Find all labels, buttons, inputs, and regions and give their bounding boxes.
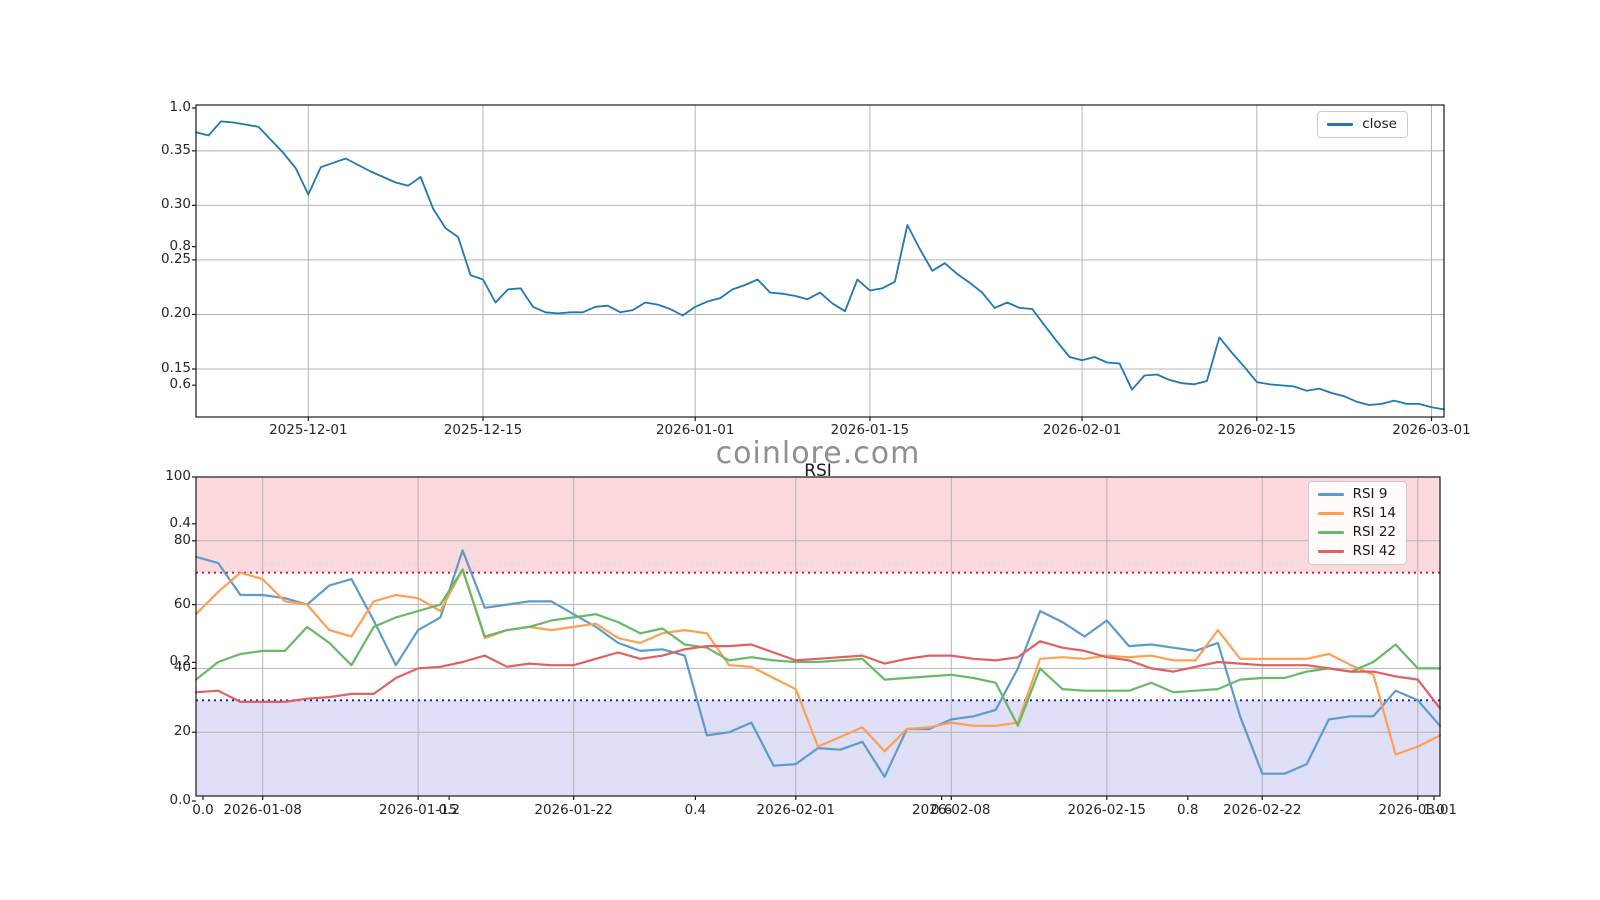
legend-line-swatch [1317, 550, 1344, 553]
rsi-panel-border [195, 476, 1441, 797]
close-line [195, 120, 1445, 411]
legend-line-swatch [1327, 123, 1354, 126]
rsi-legend: RSI 9 RSI 14 RSI 22 RSI 42 [1307, 481, 1407, 565]
legend-item: RSI 42 [1317, 543, 1396, 559]
price-legend: close [1317, 111, 1408, 138]
legend-item-label: RSI 14 [1352, 505, 1396, 521]
rsi-42-line [194, 640, 1442, 710]
legend-item: RSI 9 [1317, 486, 1396, 502]
legend-item: RSI 22 [1317, 524, 1396, 540]
legend-line-swatch [1317, 531, 1344, 534]
legend-line-swatch [1317, 512, 1344, 515]
legend-item: RSI 14 [1317, 505, 1396, 521]
legend-item-label: RSI 42 [1352, 543, 1396, 559]
price-panel-border [195, 104, 1445, 418]
rsi-22-line [194, 568, 1442, 727]
legend-item: close [1327, 117, 1397, 132]
legend-item-label: close [1362, 116, 1397, 132]
rsi-9-line [194, 549, 1442, 779]
legend-item-label: RSI 22 [1352, 524, 1396, 540]
rsi-panel-title: RSI [804, 461, 832, 481]
legend-item-label: RSI 9 [1352, 486, 1388, 502]
legend-line-swatch [1317, 493, 1344, 496]
watermark: coinlore.com [715, 436, 921, 471]
rsi-14-line [194, 568, 1442, 756]
overbought-zone [196, 477, 1440, 573]
